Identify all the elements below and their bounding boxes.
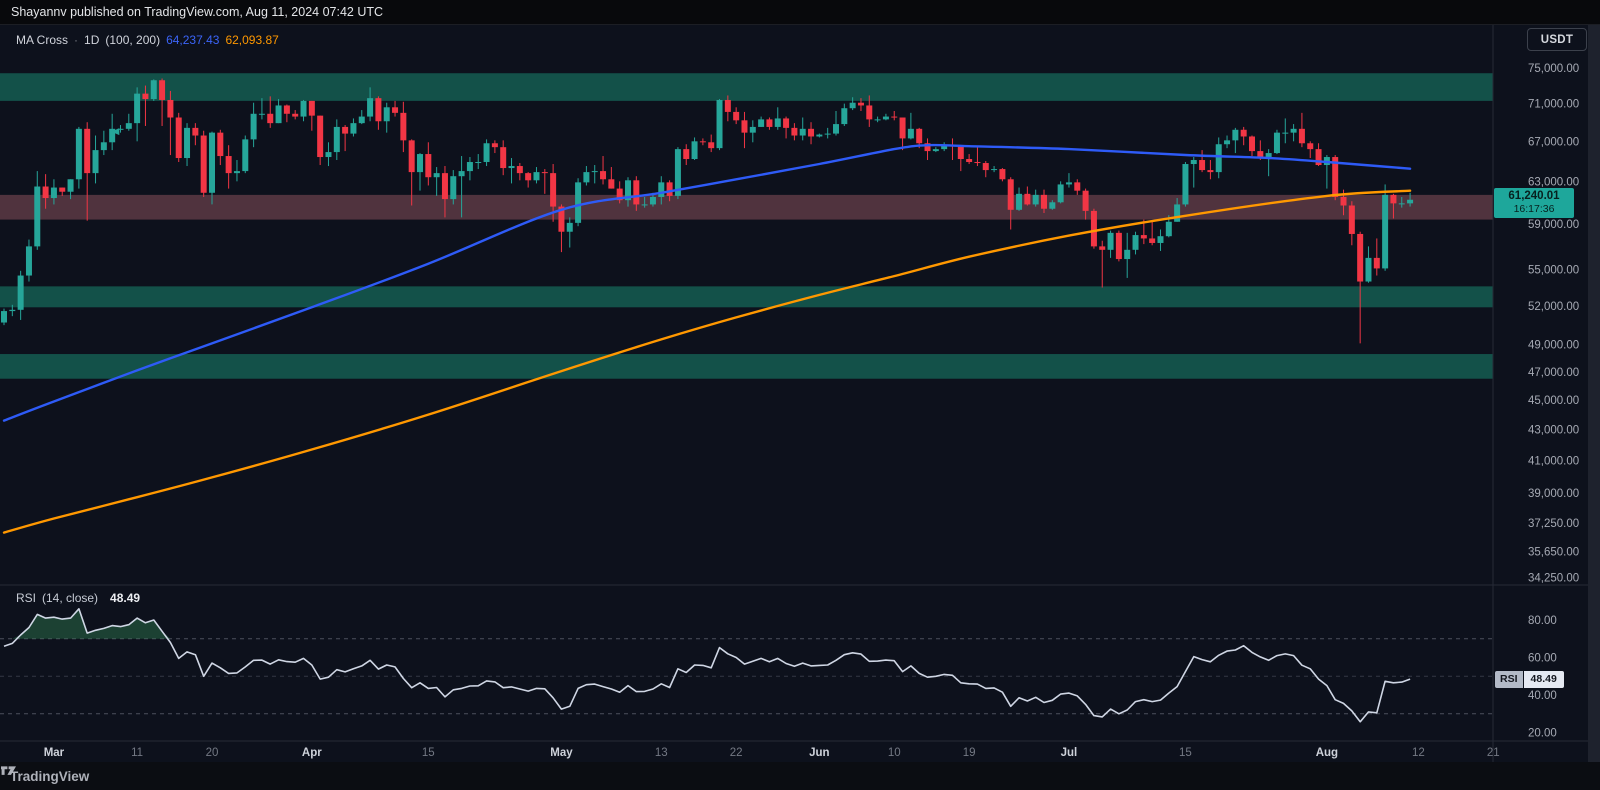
svg-text:19: 19 (963, 747, 976, 759)
arrow-marker-icon[interactable] (111, 128, 120, 136)
rsi-pane[interactable] (0, 608, 1493, 723)
svg-text:63,000.00: 63,000.00 (1528, 176, 1579, 188)
page-margin (1588, 25, 1600, 762)
tradingview-logo-icon[interactable] (0, 762, 17, 779)
legend-separator: · (74, 33, 79, 47)
svg-text:71,000.00: 71,000.00 (1528, 99, 1579, 111)
svg-text:55,000.00: 55,000.00 (1528, 265, 1579, 277)
svg-text:40.00: 40.00 (1528, 690, 1557, 702)
svg-text:Mar: Mar (44, 747, 65, 759)
sr-zone (0, 194, 1493, 220)
svg-text:20.00: 20.00 (1528, 728, 1557, 740)
svg-text:80.00: 80.00 (1528, 615, 1557, 627)
rsi-name: RSI (16, 591, 37, 605)
svg-text:15: 15 (422, 747, 435, 759)
svg-text:41,000.00: 41,000.00 (1528, 456, 1579, 468)
footer-brand[interactable]: TradingView (10, 768, 90, 784)
footer-bar: TradingView (0, 762, 1600, 790)
svg-text:20: 20 (206, 747, 219, 759)
indicator-params: (100, 200) (105, 33, 161, 47)
svg-text:May: May (550, 747, 573, 759)
ma200-value: 62,093.87 (225, 33, 279, 47)
rsi-axis-label: RSI 48.49 (1495, 671, 1564, 688)
svg-text:10: 10 (888, 747, 901, 759)
svg-text:67,000.00: 67,000.00 (1528, 136, 1579, 148)
svg-text:47,000.00: 47,000.00 (1528, 367, 1579, 379)
rsi-axis[interactable]: 80.00 60.00 40.00 20.00 (1528, 615, 1557, 740)
candles-layer (1, 78, 1414, 344)
ma100-value: 64,237.43 (166, 33, 220, 47)
sr-zone (0, 73, 1493, 101)
last-price-value: 61,240.01 (1508, 190, 1560, 202)
svg-text:Apr: Apr (302, 747, 322, 759)
svg-text:45,000.00: 45,000.00 (1528, 395, 1579, 407)
svg-text:22: 22 (730, 747, 743, 759)
rsi-legend-value: 48.49 (110, 591, 141, 605)
svg-text:49,000.00: 49,000.00 (1528, 340, 1579, 352)
svg-text:Aug: Aug (1316, 747, 1338, 759)
svg-text:52,000.00: 52,000.00 (1528, 301, 1579, 313)
bar-countdown: 16:17:36 (1513, 203, 1555, 215)
price-axis[interactable]: 75,000.00 71,000.00 67,000.00 63,000.00 59,0… (1528, 63, 1579, 584)
chart-canvas[interactable]: 75,000.00 71,000.00 67,000.00 63,000.00 59,0… (0, 25, 1588, 762)
last-price-label: 61,240.01 16:17:36 (1494, 188, 1574, 218)
svg-text:75,000.00: 75,000.00 (1528, 63, 1579, 75)
rsi-params: (14, close) (42, 591, 99, 605)
svg-text:43,000.00: 43,000.00 (1528, 425, 1579, 437)
svg-text:35,650.00: 35,650.00 (1528, 546, 1579, 558)
svg-text:13: 13 (655, 747, 668, 759)
indicator-legend[interactable]: MA Cross · 1D (100, 200) 64,237.43 62,09… (16, 31, 279, 49)
rsi-axis-label-name: RSI (1495, 671, 1523, 688)
svg-text:15: 15 (1179, 747, 1192, 759)
indicator-name: MA Cross (16, 33, 69, 47)
svg-text:34,250.00: 34,250.00 (1528, 572, 1579, 584)
publication-text: Shayannv published on TradingView.com, A… (11, 5, 384, 19)
svg-text:60.00: 60.00 (1528, 653, 1557, 665)
svg-text:12: 12 (1412, 747, 1425, 759)
svg-text:39,000.00: 39,000.00 (1528, 488, 1579, 500)
svg-text:59,000.00: 59,000.00 (1528, 219, 1579, 231)
publication-bar: Shayannv published on TradingView.com, A… (0, 0, 1600, 25)
rsi-overbought-fill (4, 608, 1411, 639)
ma200-line[interactable] (2, 189, 1412, 534)
rsi-legend[interactable]: RSI (14, close) 48.49 (16, 591, 140, 605)
sr-zone (0, 354, 1493, 379)
currency-toggle-button[interactable]: USDT (1527, 28, 1587, 51)
timeframe-label: 1D (84, 33, 100, 47)
time-axis[interactable]: Mar 11 20 Apr 15 May 13 22 Jun 10 19 Jul 15 Aug 12 21 (44, 747, 1500, 759)
ma100-line[interactable] (2, 143, 1412, 422)
svg-text:Jun: Jun (809, 747, 829, 759)
svg-text:21: 21 (1487, 747, 1500, 759)
sr-zone (0, 286, 1493, 308)
svg-text:37,250.00: 37,250.00 (1528, 518, 1579, 530)
svg-text:Jul: Jul (1061, 747, 1078, 759)
rsi-line (3, 608, 1411, 723)
price-pane[interactable] (0, 73, 1493, 534)
svg-text:11: 11 (131, 747, 143, 759)
rsi-axis-label-value: 48.49 (1523, 671, 1564, 688)
chart-widget: 75,000.00 71,000.00 67,000.00 63,000.00 59,0… (0, 25, 1588, 762)
